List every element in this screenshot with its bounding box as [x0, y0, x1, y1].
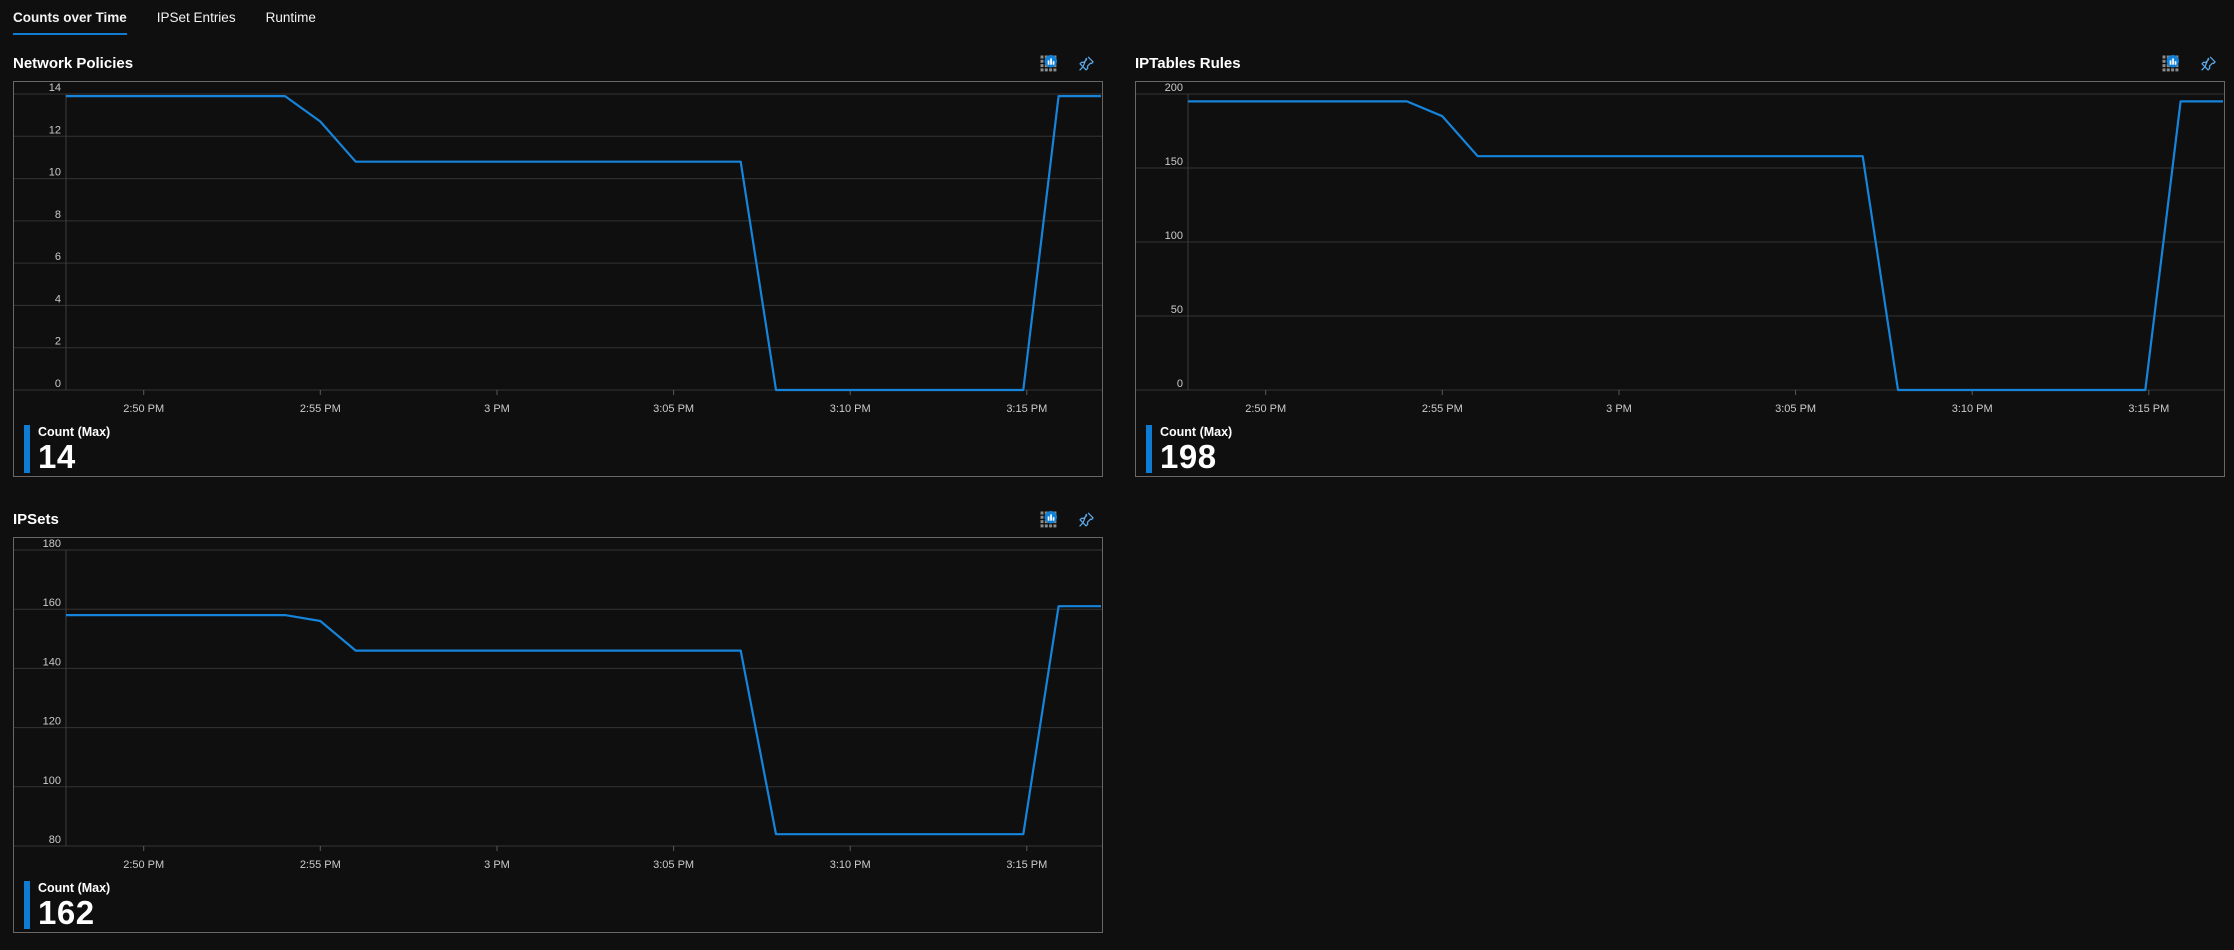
chart-card: 80 100 120 140 160 180 2:50 PM 2:55 PM 3 PM 3:05 … — [13, 537, 1103, 933]
legend-color-bar — [1146, 425, 1152, 473]
svg-text:200: 200 — [1165, 82, 1183, 94]
pin-to-dashboard-icon[interactable] — [1078, 55, 1095, 72]
svg-text:100: 100 — [1165, 230, 1183, 242]
legend-text: Count (Max) 162 — [38, 881, 110, 929]
svg-text:3 PM: 3 PM — [484, 403, 510, 415]
legend-text: Count (Max) 198 — [1160, 425, 1232, 473]
svg-text:3:15 PM: 3:15 PM — [1006, 403, 1047, 415]
tab-bar: Counts over Time IPSet Entries Runtime — [0, 0, 2234, 35]
legend-color-bar — [24, 425, 30, 473]
svg-text:6: 6 — [55, 251, 61, 263]
svg-text:2:50 PM: 2:50 PM — [123, 859, 164, 871]
svg-text:2:55 PM: 2:55 PM — [300, 859, 341, 871]
chart-legend[interactable]: Count (Max) 198 — [1136, 422, 2224, 476]
card-header: IPSets — [13, 507, 1103, 531]
card-network-policies: Network Policies — [13, 51, 1103, 477]
svg-text:120: 120 — [43, 716, 61, 728]
chart-card: 0 2 4 6 8 10 12 14 2:50 PM 2:55 PM 3 PM 3:05 PM 3:10… — [13, 81, 1103, 477]
chart-grid: Network Policies — [0, 35, 2234, 933]
chart-actions — [2162, 54, 2225, 72]
svg-text:3 PM: 3 PM — [484, 859, 510, 871]
empty-grid-cell — [1135, 507, 2225, 933]
svg-text:10: 10 — [49, 167, 61, 179]
legend-series-name: Count (Max) — [38, 881, 111, 895]
svg-text:0: 0 — [55, 378, 61, 390]
svg-text:3:05 PM: 3:05 PM — [653, 859, 694, 871]
card-header: Network Policies — [13, 51, 1103, 75]
metrics-explorer-icon[interactable] — [1040, 54, 1057, 72]
chart-title: Network Policies — [13, 54, 134, 72]
svg-text:8: 8 — [55, 209, 61, 221]
svg-text:4: 4 — [55, 293, 61, 305]
svg-text:100: 100 — [43, 775, 61, 787]
svg-text:180: 180 — [43, 538, 61, 550]
legend-series-name: Count (Max) — [38, 425, 111, 439]
pin-to-dashboard-icon[interactable] — [2200, 55, 2217, 72]
metrics-explorer-icon[interactable] — [2162, 54, 2179, 72]
svg-text:0: 0 — [1177, 378, 1183, 390]
svg-text:2:50 PM: 2:50 PM — [1245, 403, 1286, 415]
legend-series-name: Count (Max) — [1160, 425, 1233, 439]
svg-text:3:10 PM: 3:10 PM — [830, 403, 871, 415]
line-chart-ipsets[interactable]: 80 100 120 140 160 180 2:50 PM 2:55 PM 3 PM 3:05 … — [14, 538, 1102, 878]
chart-title: IPSets — [13, 510, 59, 528]
chart-card: 0 50 100 150 200 2:50 PM 2:55 PM 3 PM 3:05 PM 3:1… — [1135, 81, 2225, 477]
svg-text:2: 2 — [55, 336, 61, 348]
svg-text:140: 140 — [43, 656, 61, 668]
legend-max-value: 162 — [38, 894, 95, 931]
card-iptables-rules: IPTables Rules — [1135, 51, 2225, 477]
chart-legend[interactable]: Count (Max) 14 — [14, 422, 1102, 476]
svg-text:3:10 PM: 3:10 PM — [830, 859, 871, 871]
legend-max-value: 198 — [1160, 438, 1217, 475]
chart-title: IPTables Rules — [1135, 54, 1241, 72]
svg-text:80: 80 — [49, 834, 61, 846]
svg-text:50: 50 — [1171, 304, 1183, 316]
legend-color-bar — [24, 881, 30, 929]
svg-text:14: 14 — [49, 82, 61, 94]
line-chart-network-policies[interactable]: 0 2 4 6 8 10 12 14 2:50 PM 2:55 PM 3 PM 3:05 PM 3:10… — [14, 82, 1102, 422]
tab-runtime[interactable]: Runtime — [265, 10, 316, 25]
svg-text:150: 150 — [1165, 156, 1183, 168]
card-header: IPTables Rules — [1135, 51, 2225, 75]
svg-text:2:55 PM: 2:55 PM — [300, 403, 341, 415]
svg-text:3:15 PM: 3:15 PM — [1006, 859, 1047, 871]
pin-to-dashboard-icon[interactable] — [1078, 511, 1095, 528]
legend-max-value: 14 — [38, 438, 76, 475]
tab-counts-over-time[interactable]: Counts over Time — [13, 10, 127, 35]
svg-text:3:05 PM: 3:05 PM — [653, 403, 694, 415]
chart-legend[interactable]: Count (Max) 162 — [14, 878, 1102, 932]
svg-text:160: 160 — [43, 597, 61, 609]
svg-text:3:15 PM: 3:15 PM — [2128, 403, 2169, 415]
card-ipsets: IPSets — [13, 507, 1103, 933]
svg-text:3 PM: 3 PM — [1606, 403, 1632, 415]
legend-text: Count (Max) 14 — [38, 425, 110, 473]
chart-actions — [1040, 510, 1103, 528]
tab-ipset-entries[interactable]: IPSet Entries — [156, 10, 236, 25]
svg-text:3:05 PM: 3:05 PM — [1775, 403, 1816, 415]
svg-text:2:55 PM: 2:55 PM — [1422, 403, 1463, 415]
chart-actions — [1040, 54, 1103, 72]
svg-text:2:50 PM: 2:50 PM — [123, 403, 164, 415]
line-chart-iptables-rules[interactable]: 0 50 100 150 200 2:50 PM 2:55 PM 3 PM 3:05 PM 3:1… — [1136, 82, 2224, 422]
svg-text:3:10 PM: 3:10 PM — [1952, 403, 1993, 415]
svg-text:12: 12 — [49, 124, 61, 136]
metrics-explorer-icon[interactable] — [1040, 510, 1057, 528]
